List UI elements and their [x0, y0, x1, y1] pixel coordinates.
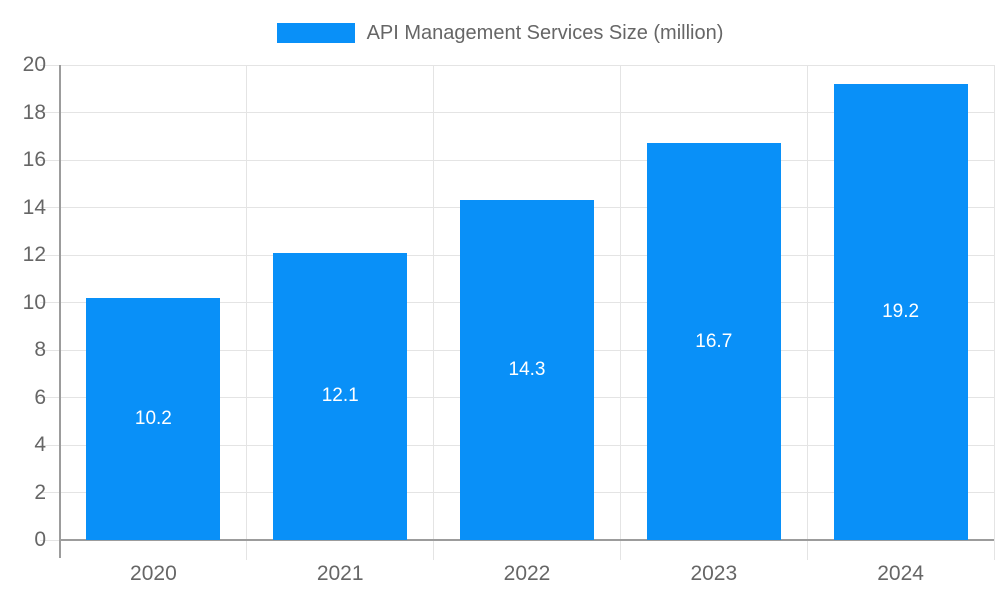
y-tick-label: 4: [34, 433, 46, 456]
bar-value-label: 16.7: [695, 330, 733, 352]
y-tick-label: 12: [22, 243, 46, 266]
x-tick-label-2021: 2021: [316, 562, 364, 585]
y-gridline: [40, 112, 994, 113]
x-tick-label-2020: 2020: [130, 562, 177, 585]
x-gridline: [433, 65, 435, 560]
y-tick-label: 16: [22, 148, 46, 171]
x-tick-label-2023: 2023: [690, 562, 738, 585]
y-tick-label: 20: [22, 53, 46, 76]
bar-2020[interactable]: 10.2: [86, 297, 221, 540]
x-axis-line: [60, 539, 994, 541]
legend-swatch: [276, 23, 355, 43]
legend-label: API Management Services Size (million): [366, 22, 724, 44]
x-tick-label-2024: 2024: [877, 562, 924, 585]
x-gridline: [806, 65, 808, 560]
y-tick-label: 18: [22, 100, 46, 124]
x-gridline: [993, 65, 995, 560]
x-gridline: [619, 65, 621, 560]
x-tick-label-2022: 2022: [503, 562, 551, 585]
legend-item[interactable]: API Management Services Size (million): [0, 21, 1000, 45]
bar-value-label: 19.2: [882, 301, 920, 322]
y-gridline: [40, 159, 994, 161]
y-tick-label: 14: [22, 195, 46, 219]
x-gridline: [246, 65, 248, 560]
bar-value-label: 14.3: [508, 359, 546, 381]
bar-2022[interactable]: 14.3: [460, 200, 594, 540]
y-tick-label: 8: [34, 338, 46, 361]
bar-2024[interactable]: 19.2: [833, 84, 968, 540]
bar-2021[interactable]: 12.1: [273, 252, 408, 540]
y-tick-label: 10: [22, 290, 46, 314]
y-gridline: [40, 64, 994, 66]
bar-value-label: 12.1: [321, 385, 359, 407]
y-tick-label: 6: [34, 385, 46, 409]
y-tick-label: 0: [34, 528, 46, 551]
bar-value-label: 10.2: [134, 407, 172, 429]
y-tick-label: 2: [34, 480, 46, 504]
bar-2023[interactable]: 16.7: [646, 143, 781, 540]
y-axis-line: [59, 65, 61, 558]
